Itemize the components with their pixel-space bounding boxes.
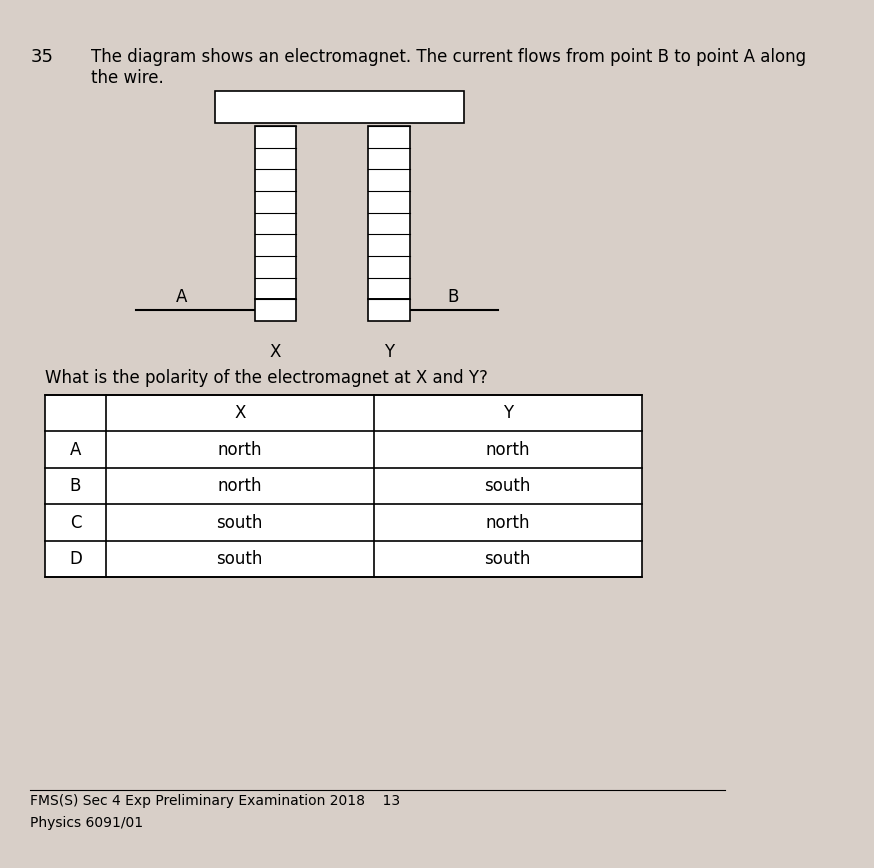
Text: B: B (447, 288, 459, 306)
Text: FMS(S) Sec 4 Exp Preliminary Examination 2018    13: FMS(S) Sec 4 Exp Preliminary Examination… (31, 794, 400, 808)
Bar (215, 91, 464, 123)
Text: D: D (69, 550, 82, 568)
Text: The diagram shows an electromagnet. The current flows from point B to point A al: The diagram shows an electromagnet. The … (91, 48, 806, 87)
Text: south: south (217, 514, 263, 531)
Text: north: north (485, 514, 530, 531)
Text: X: X (270, 343, 281, 361)
Bar (255, 299, 296, 321)
Text: C: C (70, 514, 81, 531)
Text: B: B (70, 477, 81, 495)
Bar (368, 126, 410, 299)
Text: Y: Y (503, 404, 513, 422)
Bar (368, 299, 410, 321)
Text: X: X (234, 404, 246, 422)
Text: A: A (176, 288, 187, 306)
Text: north: north (218, 441, 262, 458)
Text: north: north (485, 441, 530, 458)
Text: Y: Y (384, 343, 394, 361)
Text: A: A (70, 441, 81, 458)
Text: south: south (217, 550, 263, 568)
Text: south: south (484, 550, 531, 568)
Text: What is the polarity of the electromagnet at X and Y?: What is the polarity of the electromagne… (45, 369, 489, 387)
Text: north: north (218, 477, 262, 495)
Bar (45, 395, 642, 577)
Text: 35: 35 (31, 48, 53, 66)
Bar (255, 126, 296, 299)
Text: Physics 6091/01: Physics 6091/01 (31, 816, 143, 830)
Text: south: south (484, 477, 531, 495)
